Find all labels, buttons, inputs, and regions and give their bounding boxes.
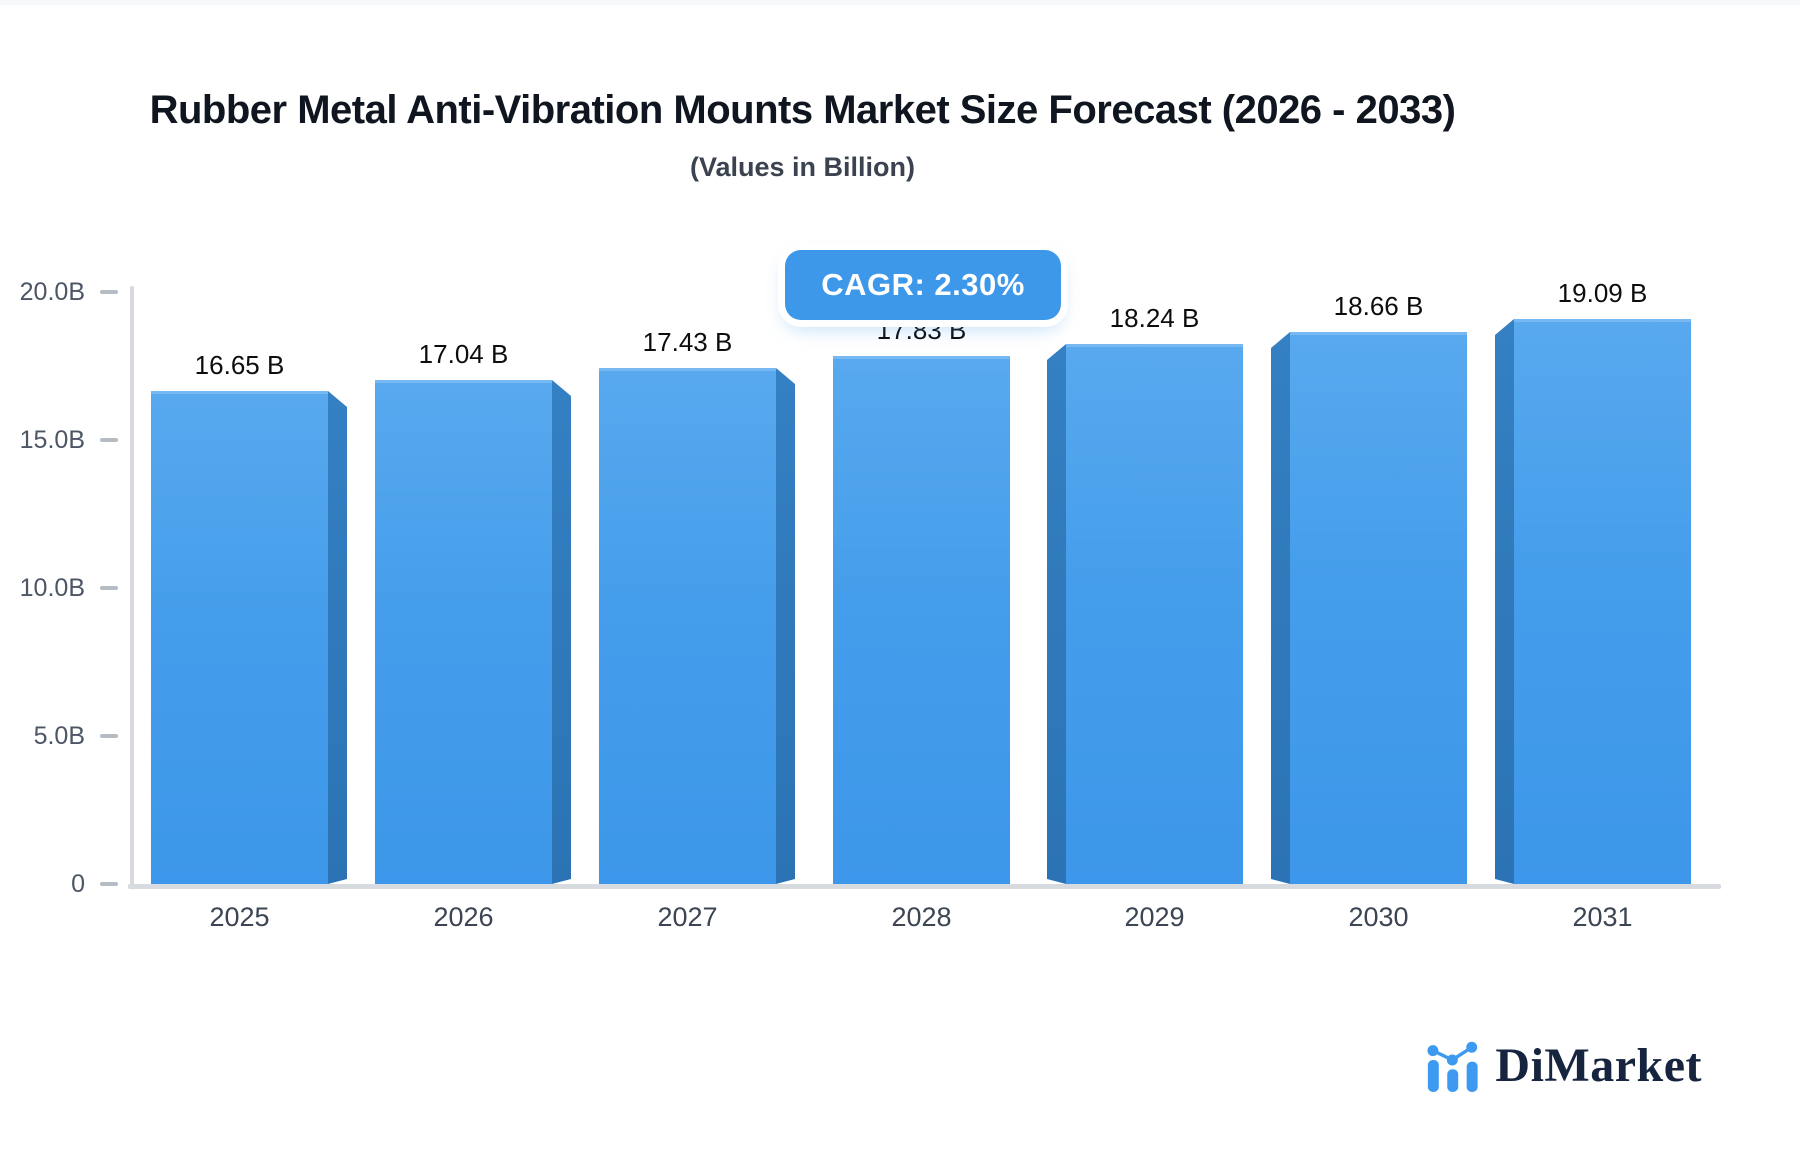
bar-3d-side [1271,332,1290,884]
cagr-badge: CAGR: 2.30% [785,250,1061,320]
cagr-badge-label: CAGR: 2.30% [821,267,1025,302]
bar-value-label: 17.83 B [876,315,967,345]
bar-3d-side [1047,344,1066,884]
chart-title: Rubber Metal Anti-Vibration Mounts Marke… [149,88,1456,132]
bar-value-label: 17.43 B [642,327,733,357]
bar-value-label: 18.24 B [1109,303,1200,333]
x-tick-label: 2030 [1348,902,1409,932]
bar-3d-side [552,380,571,884]
bar-value-label: 19.09 B [1557,278,1648,308]
x-axis-baseline [128,884,1721,889]
bar [375,380,552,884]
brand-logo: DiMarket [1427,1038,1702,1092]
bar-value-label: 18.66 B [1333,291,1424,321]
x-tick-label: 2031 [1572,902,1633,932]
bar-chart-trend-icon [1427,1038,1481,1092]
y-tick: 5.0B [0,721,118,751]
y-tick-mark [100,882,118,886]
y-tick: 10.0B [0,573,118,603]
bar [1514,319,1691,884]
y-tick-label: 10.0B [19,574,85,602]
y-axis-line [130,286,134,889]
y-tick-mark [100,290,118,294]
x-tick-label: 2028 [891,902,952,932]
y-tick: 0 [0,869,118,899]
bar [1290,332,1467,884]
brand-name: DiMarket [1495,1039,1702,1092]
bar-3d-side [776,368,795,884]
bar-3d-side [1495,319,1514,884]
y-tick-label: 5.0B [33,722,85,750]
x-tick-label: 2026 [433,902,494,932]
bar-value-label: 16.65 B [194,350,285,380]
y-tick-label: 20.0B [19,278,85,306]
bar-chart-plot-area: CAGR: 2.30% 0 5.0B 10.0B 15.0B 20.0B 16.65 B 2… [20,250,1721,932]
bar [833,356,1010,884]
bar-value-label: 17.04 B [418,339,509,369]
y-tick: 20.0B [0,277,118,307]
bar-3d-side [328,391,347,884]
y-tick-mark [100,586,118,590]
y-tick: 15.0B [0,425,118,455]
y-tick-label: 15.0B [19,426,85,454]
x-tick-label: 2029 [1124,902,1185,932]
bar [599,368,776,884]
page-top-strip [0,0,1800,5]
x-tick-label: 2027 [657,902,718,932]
y-tick-label: 0 [71,870,85,898]
x-tick-label: 2025 [209,902,270,932]
bar [1066,344,1243,884]
chart-subtitle: (Values in Billion) [689,152,916,182]
bar [151,391,328,884]
y-tick-mark [100,438,118,442]
y-tick-mark [100,734,118,738]
